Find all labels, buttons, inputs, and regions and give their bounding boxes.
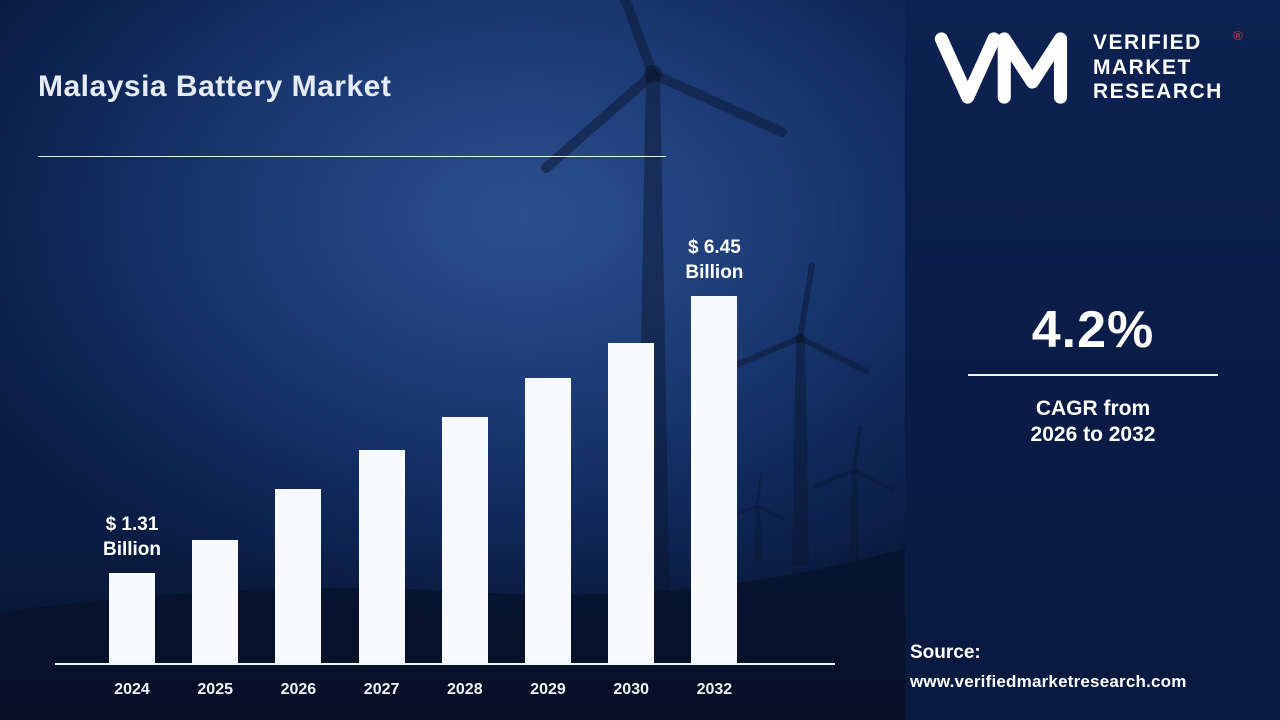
vmr-monogram-icon <box>934 32 1068 104</box>
brand-line-2: MARKET <box>1093 55 1192 79</box>
x-axis-label-2026: 2026 <box>280 681 317 698</box>
x-axis-label-2029: 2029 <box>530 681 566 698</box>
x-axis-label-2027: 2027 <box>363 681 400 698</box>
brand-name: VERIFIED MARKET RESEARCH ® <box>1093 28 1243 105</box>
source-block: Source: www.verifiedmarketresearch.com <box>910 642 1275 692</box>
brand-line-3: RESEARCH <box>1093 80 1223 104</box>
bar-column-2027: 2027 <box>340 450 424 698</box>
cagr-caption-line-1: CAGR from <box>1035 397 1151 420</box>
x-axis-label-2024: 2024 <box>114 681 150 698</box>
bar-2026 <box>275 489 322 663</box>
x-axis-label-2028: 2028 <box>447 681 483 698</box>
bar-column-2030: 2030 <box>589 343 673 698</box>
bar-2029 <box>525 378 571 663</box>
bar-column-2032: $ 6.45 Billion 2032 <box>672 235 756 698</box>
bar-column-2029: 2029 <box>506 378 590 698</box>
source-url-link[interactable]: www.verifiedmarketresearch.com <box>910 672 1187 691</box>
bar-chart: $ 1.31 Billion 2024 2025 2026 2027 2028 2029 203… <box>55 195 835 698</box>
x-axis-label-2025: 2025 <box>197 681 233 698</box>
bar-2024 <box>109 573 155 663</box>
bar-column-2028: 2028 <box>423 417 507 698</box>
x-axis-label-2032: 2032 <box>696 681 733 698</box>
cagr-block: 4.2% CAGR from 2026 to 2032 <box>967 300 1219 449</box>
vmr-logo: VERIFIED MARKET RESEARCH ® <box>933 28 1258 108</box>
cagr-caption: CAGR from 2026 to 2032 <box>967 396 1219 449</box>
bar-value-label-2032: $ 6.45 Billion <box>685 236 744 284</box>
bar-2025 <box>192 540 239 663</box>
bar-column-2025: 2025 <box>173 540 257 698</box>
bar-value-label-2024: $ 1.31 Billion <box>102 513 162 561</box>
page-title: Malaysia Battery Market <box>38 70 392 103</box>
registered-trademark-icon: ® <box>1233 27 1243 43</box>
right-panel: VERIFIED MARKET RESEARCH ® 4.2% CAGR fro… <box>905 0 1280 720</box>
bar-column-2024: $ 1.31 Billion 2024 <box>90 512 174 698</box>
bar-2030 <box>608 343 655 663</box>
title-underline <box>38 156 666 157</box>
cagr-value: 4.2% <box>1031 301 1155 359</box>
x-axis-line <box>55 663 835 665</box>
cagr-underline <box>968 374 1218 376</box>
main-chart-area: Malaysia Battery Market $ 1.31 Billion 202… <box>0 0 905 720</box>
cagr-caption-line-2: 2026 to 2032 <box>1030 423 1156 447</box>
bar-2027 <box>358 450 405 663</box>
bar-2032 <box>691 296 738 663</box>
bar-2028 <box>441 417 488 663</box>
source-label: Source: <box>910 642 981 663</box>
brand-line-1: VERIFIED <box>1093 30 1202 54</box>
bar-column-2026: 2026 <box>256 489 340 698</box>
x-axis-label-2030: 2030 <box>613 681 649 698</box>
